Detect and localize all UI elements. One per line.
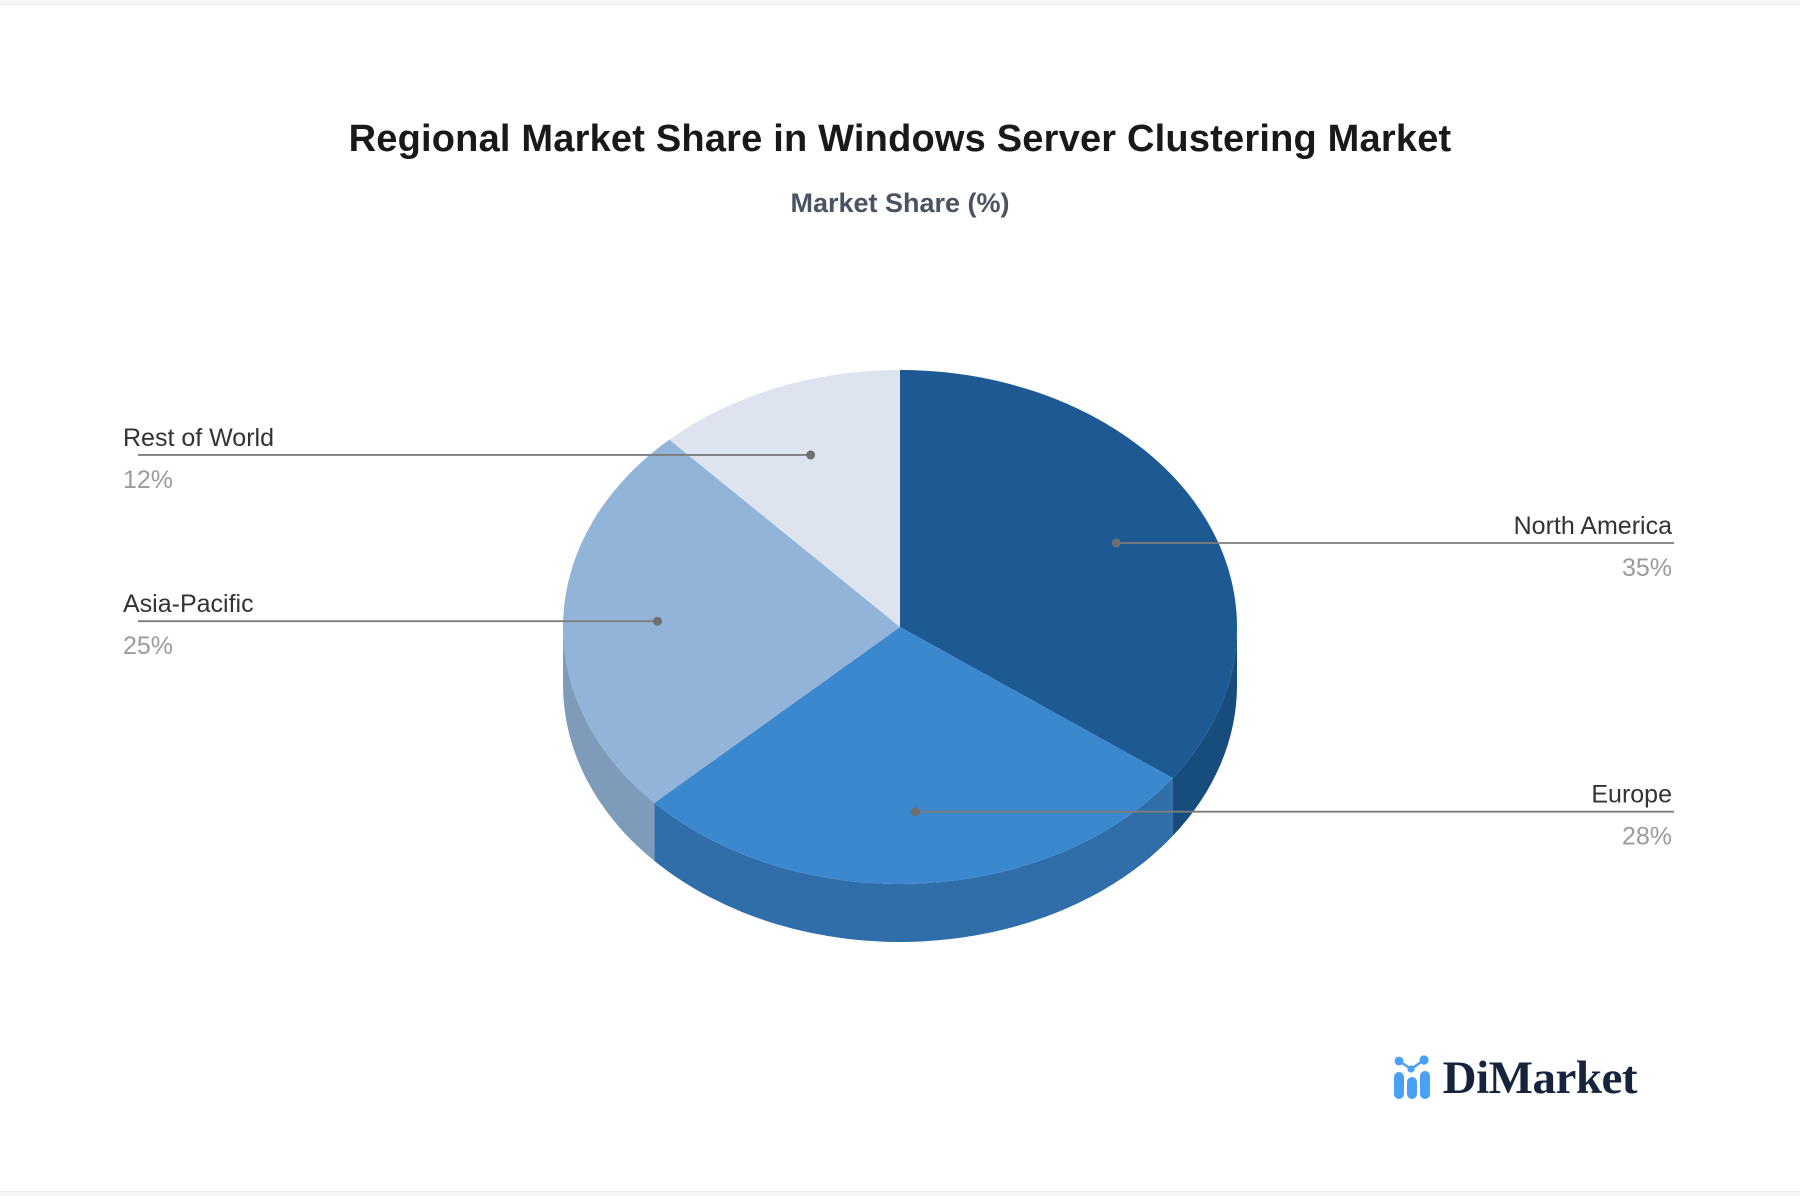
page-top-edge	[0, 0, 1800, 5]
pie-slice-side-asia-pacific	[563, 627, 655, 861]
slice-label-name-rest-of-world: Rest of World	[123, 424, 274, 452]
pie-slice-north-america[interactable]	[900, 370, 1237, 779]
slice-label-value-europe: 28%	[1622, 823, 1672, 851]
slice-label-value-asia-pacific: 25%	[123, 632, 173, 660]
page-bottom-edge	[0, 1191, 1800, 1196]
dimarket-logo: DiMarket	[1391, 1051, 1638, 1104]
pie-slice-asia-pacific[interactable]	[563, 439, 900, 803]
connector-dot-asia-pacific	[652, 616, 662, 626]
pie-slice-side-europe	[654, 778, 1173, 942]
slice-label-name-north-america: North America	[1514, 512, 1672, 540]
chart-subtitle: Market Share (%)	[790, 188, 1010, 218]
slice-label-name-asia-pacific: Asia-Pacific	[123, 590, 254, 618]
pie-slice-rest-of-world[interactable]	[669, 370, 900, 627]
chart-title: Regional Market Share in Windows Server …	[348, 118, 1452, 160]
connector-dot-europe	[910, 807, 920, 817]
pie-slice-side-north-america	[1172, 627, 1237, 837]
slice-label-name-europe: Europe	[1591, 781, 1672, 809]
brand-name: DiMarket	[1442, 1051, 1638, 1104]
slice-label-value-north-america: 35%	[1622, 554, 1672, 582]
pie-slice-europe[interactable]	[654, 627, 1173, 884]
connector-dot-north-america	[1111, 538, 1121, 548]
slice-label-value-rest-of-world: 12%	[123, 466, 173, 494]
bar-line-chart-icon	[1391, 1054, 1432, 1102]
connector-dot-rest-of-world	[806, 450, 816, 460]
